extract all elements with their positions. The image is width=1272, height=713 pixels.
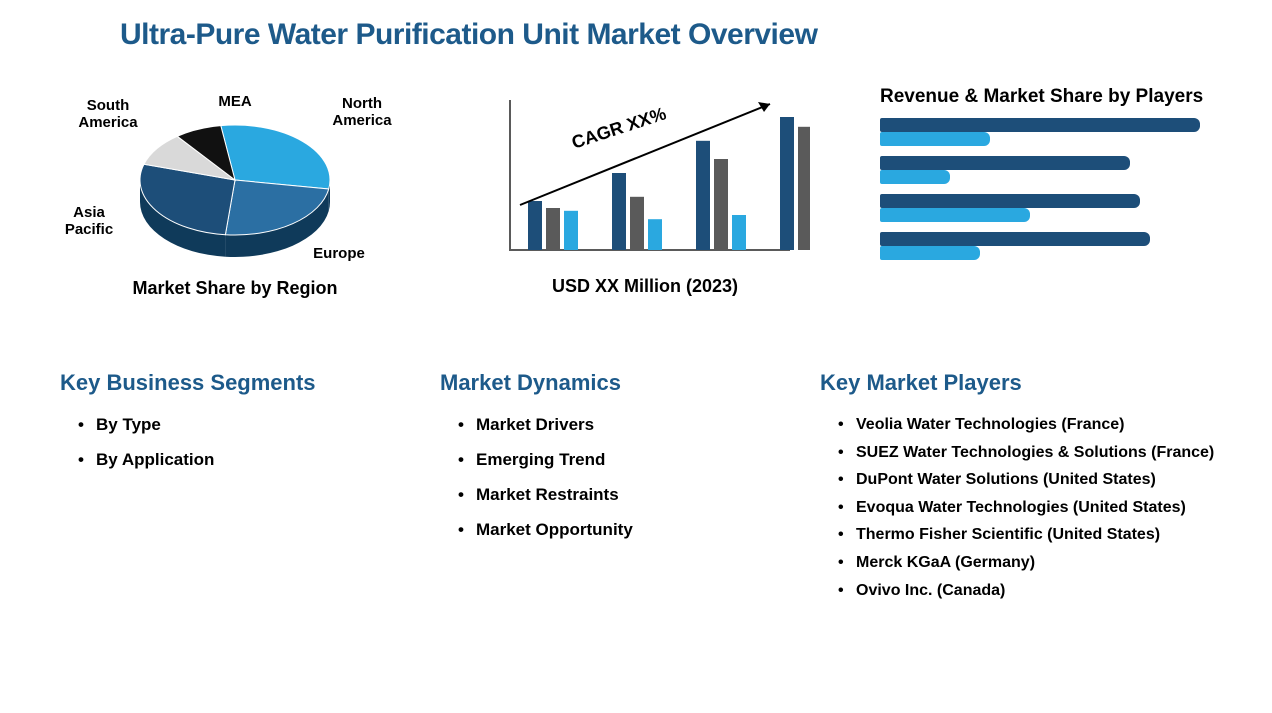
hbar-chart-region: Revenue & Market Share by Players (880, 86, 1240, 270)
pie-caption: Market Share by Region (60, 278, 410, 299)
hbar-top (880, 156, 1130, 170)
hbar-row (880, 156, 1240, 184)
pie-chart-region: North AmericaEuropeAsia PacificSouth Ame… (60, 100, 410, 299)
dynamics-item: Market Opportunity (458, 519, 780, 542)
players-col: Key Market Players Veolia Water Technolo… (820, 370, 1240, 607)
hbar-bot (880, 246, 980, 260)
page-title: Ultra-Pure Water Purification Unit Marke… (120, 18, 817, 52)
pie-slice-label: MEA (210, 94, 260, 111)
hbar-bot (880, 132, 990, 146)
players-item: Merck KGaA (Germany) (838, 552, 1240, 574)
bar (546, 208, 560, 250)
players-item: DuPont Water Solutions (United States) (838, 469, 1240, 491)
pie-slice (221, 125, 330, 189)
bar (528, 201, 542, 250)
players-item: Veolia Water Technologies (France) (838, 414, 1240, 436)
segments-col: Key Business Segments By Type By Applicat… (60, 370, 380, 484)
bar-chart-region: CAGR XX% USD XX Million (2023) (480, 90, 810, 297)
dynamics-col: Market Dynamics Market Drivers Emerging T… (440, 370, 780, 554)
charts-row: North America Europe Asia Pacific South Ame… (0, 80, 1272, 340)
bar (696, 141, 710, 250)
segments-heading: Key Business Segments (60, 370, 380, 396)
players-list: Veolia Water Technologies (France) SUEZ W… (820, 414, 1240, 601)
pie-slice-label: Europe (304, 246, 374, 263)
hbar-row (880, 232, 1240, 260)
dynamics-item: Emerging Trend (458, 449, 780, 472)
bar (630, 197, 644, 250)
hbar-top (880, 194, 1140, 208)
segments-list: By Type By Application (60, 414, 380, 472)
trend-arrow-head (758, 102, 770, 112)
segments-item: By Application (78, 449, 380, 472)
segments-item: By Type (78, 414, 380, 437)
bar-caption: USD XX Million (2023) (480, 276, 810, 297)
hbar-row (880, 194, 1240, 222)
pie-slice-label: North America (322, 96, 402, 129)
players-item: Ovivo Inc. (Canada) (838, 580, 1240, 602)
dynamics-item: Market Drivers (458, 414, 780, 437)
dynamics-list: Market Drivers Emerging Trend Market Restr… (440, 414, 780, 542)
hbar-top (880, 118, 1200, 132)
players-item: Thermo Fisher Scientific (United States) (838, 524, 1240, 546)
bar (648, 219, 662, 250)
pie-slice-label: South America (70, 98, 146, 131)
players-item: Evoqua Water Technologies (United States… (838, 497, 1240, 519)
hbar-title: Revenue & Market Share by Players (880, 86, 1240, 108)
bar (612, 173, 626, 250)
players-item: SUEZ Water Technologies & Solutions (Fra… (838, 442, 1240, 464)
hbar-top (880, 232, 1150, 246)
hbar-bot (880, 208, 1030, 222)
dynamics-heading: Market Dynamics (440, 370, 780, 396)
bar (780, 117, 794, 250)
dynamics-item: Market Restraints (458, 484, 780, 507)
players-heading: Key Market Players (820, 370, 1240, 396)
hbar-row (880, 118, 1240, 146)
bar (732, 215, 746, 250)
bar (798, 127, 810, 250)
bar (714, 159, 728, 250)
bar (564, 211, 578, 250)
hbar-bot (880, 170, 950, 184)
pie-slice-label: Asia Pacific (54, 205, 124, 238)
